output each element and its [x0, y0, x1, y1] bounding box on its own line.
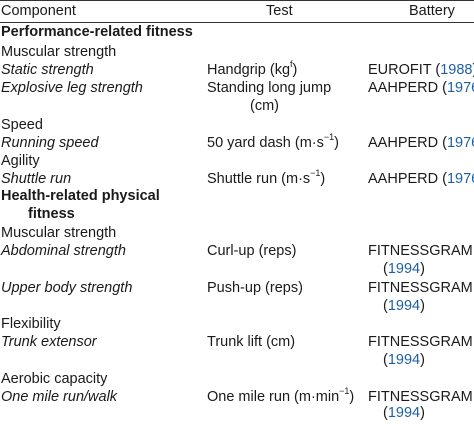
header-component: Component	[1, 3, 76, 19]
citation-link[interactable]: 1988	[440, 62, 473, 78]
battery-year: (1994)	[383, 261, 425, 277]
battery-fitnessgram: FITNESSGRAM	[368, 280, 473, 296]
section-health-line2: fitness	[28, 206, 75, 222]
battery-aahperd: AAHPERD (1976)	[368, 133, 474, 153]
test-one-mile-run: One mile run (m·min−1)	[207, 386, 355, 405]
citation-link[interactable]: 1976	[446, 135, 474, 151]
test-shuttle-run: Shuttle run (m·s−1)	[207, 168, 326, 187]
row-upper-body-strength: Upper body strength	[1, 280, 133, 296]
category-flexibility: Flexibility	[1, 316, 61, 332]
citation-link[interactable]: 1994	[387, 298, 421, 314]
section-performance: Performance-related fitness	[1, 24, 193, 40]
test-standing-long-jump-unit: (cm)	[250, 98, 279, 114]
battery-year: (1994)	[383, 298, 425, 314]
row-static-strength: Static strength	[1, 62, 94, 78]
row-running-speed: Running speed	[1, 135, 99, 151]
test-handgrip: Handgrip (kgf)	[207, 59, 298, 78]
row-abdominal-strength: Abdominal strength	[1, 243, 126, 259]
battery-year: (1994)	[383, 352, 425, 368]
section-health: Health-related physical	[1, 188, 160, 204]
category-speed: Speed	[1, 117, 43, 133]
header-test: Test	[266, 3, 293, 19]
category-muscular-strength: Muscular strength	[1, 225, 117, 241]
battery-year: (1994)	[383, 405, 425, 421]
citation-link[interactable]: 1994	[387, 352, 421, 368]
battery-fitnessgram: FITNESSGRAM	[368, 389, 473, 405]
row-trunk-extensor: Trunk extensor	[1, 334, 97, 350]
citation-link[interactable]: 1976	[446, 80, 474, 96]
row-one-mile-run-walk: One mile run/walk	[1, 389, 118, 405]
test-trunk-lift: Trunk lift (cm)	[207, 334, 296, 350]
battery-eurofit: EUROFIT (1988)	[368, 62, 474, 78]
battery-aahperd: AAHPERD (1976)	[368, 169, 474, 189]
battery-fitnessgram: FITNESSGRAM	[368, 243, 473, 259]
citation-link[interactable]: 1976	[446, 171, 474, 187]
category-aerobic-capacity: Aerobic capacity	[1, 371, 108, 387]
test-50-yard-dash: 50 yard dash (m·s−1)	[207, 132, 339, 151]
category-muscular-strength: Muscular strength	[1, 44, 117, 60]
top-rule	[0, 0, 474, 1]
category-agility: Agility	[1, 153, 40, 169]
citation-link[interactable]: 1994	[387, 405, 421, 421]
battery-aahperd: AAHPERD (1976)	[368, 78, 474, 98]
test-standing-long-jump: Standing long jump	[207, 80, 332, 96]
battery-fitnessgram: FITNESSGRAM	[368, 334, 473, 350]
row-explosive-leg-strength: Explosive leg strength	[1, 80, 143, 96]
citation-link[interactable]: 1994	[387, 261, 421, 277]
test-curl-up: Curl-up (reps)	[207, 243, 297, 259]
header-rule	[0, 22, 474, 23]
test-push-up: Push-up (reps)	[207, 280, 303, 296]
row-shuttle-run: Shuttle run	[1, 171, 72, 187]
header-battery: Battery	[409, 3, 455, 19]
